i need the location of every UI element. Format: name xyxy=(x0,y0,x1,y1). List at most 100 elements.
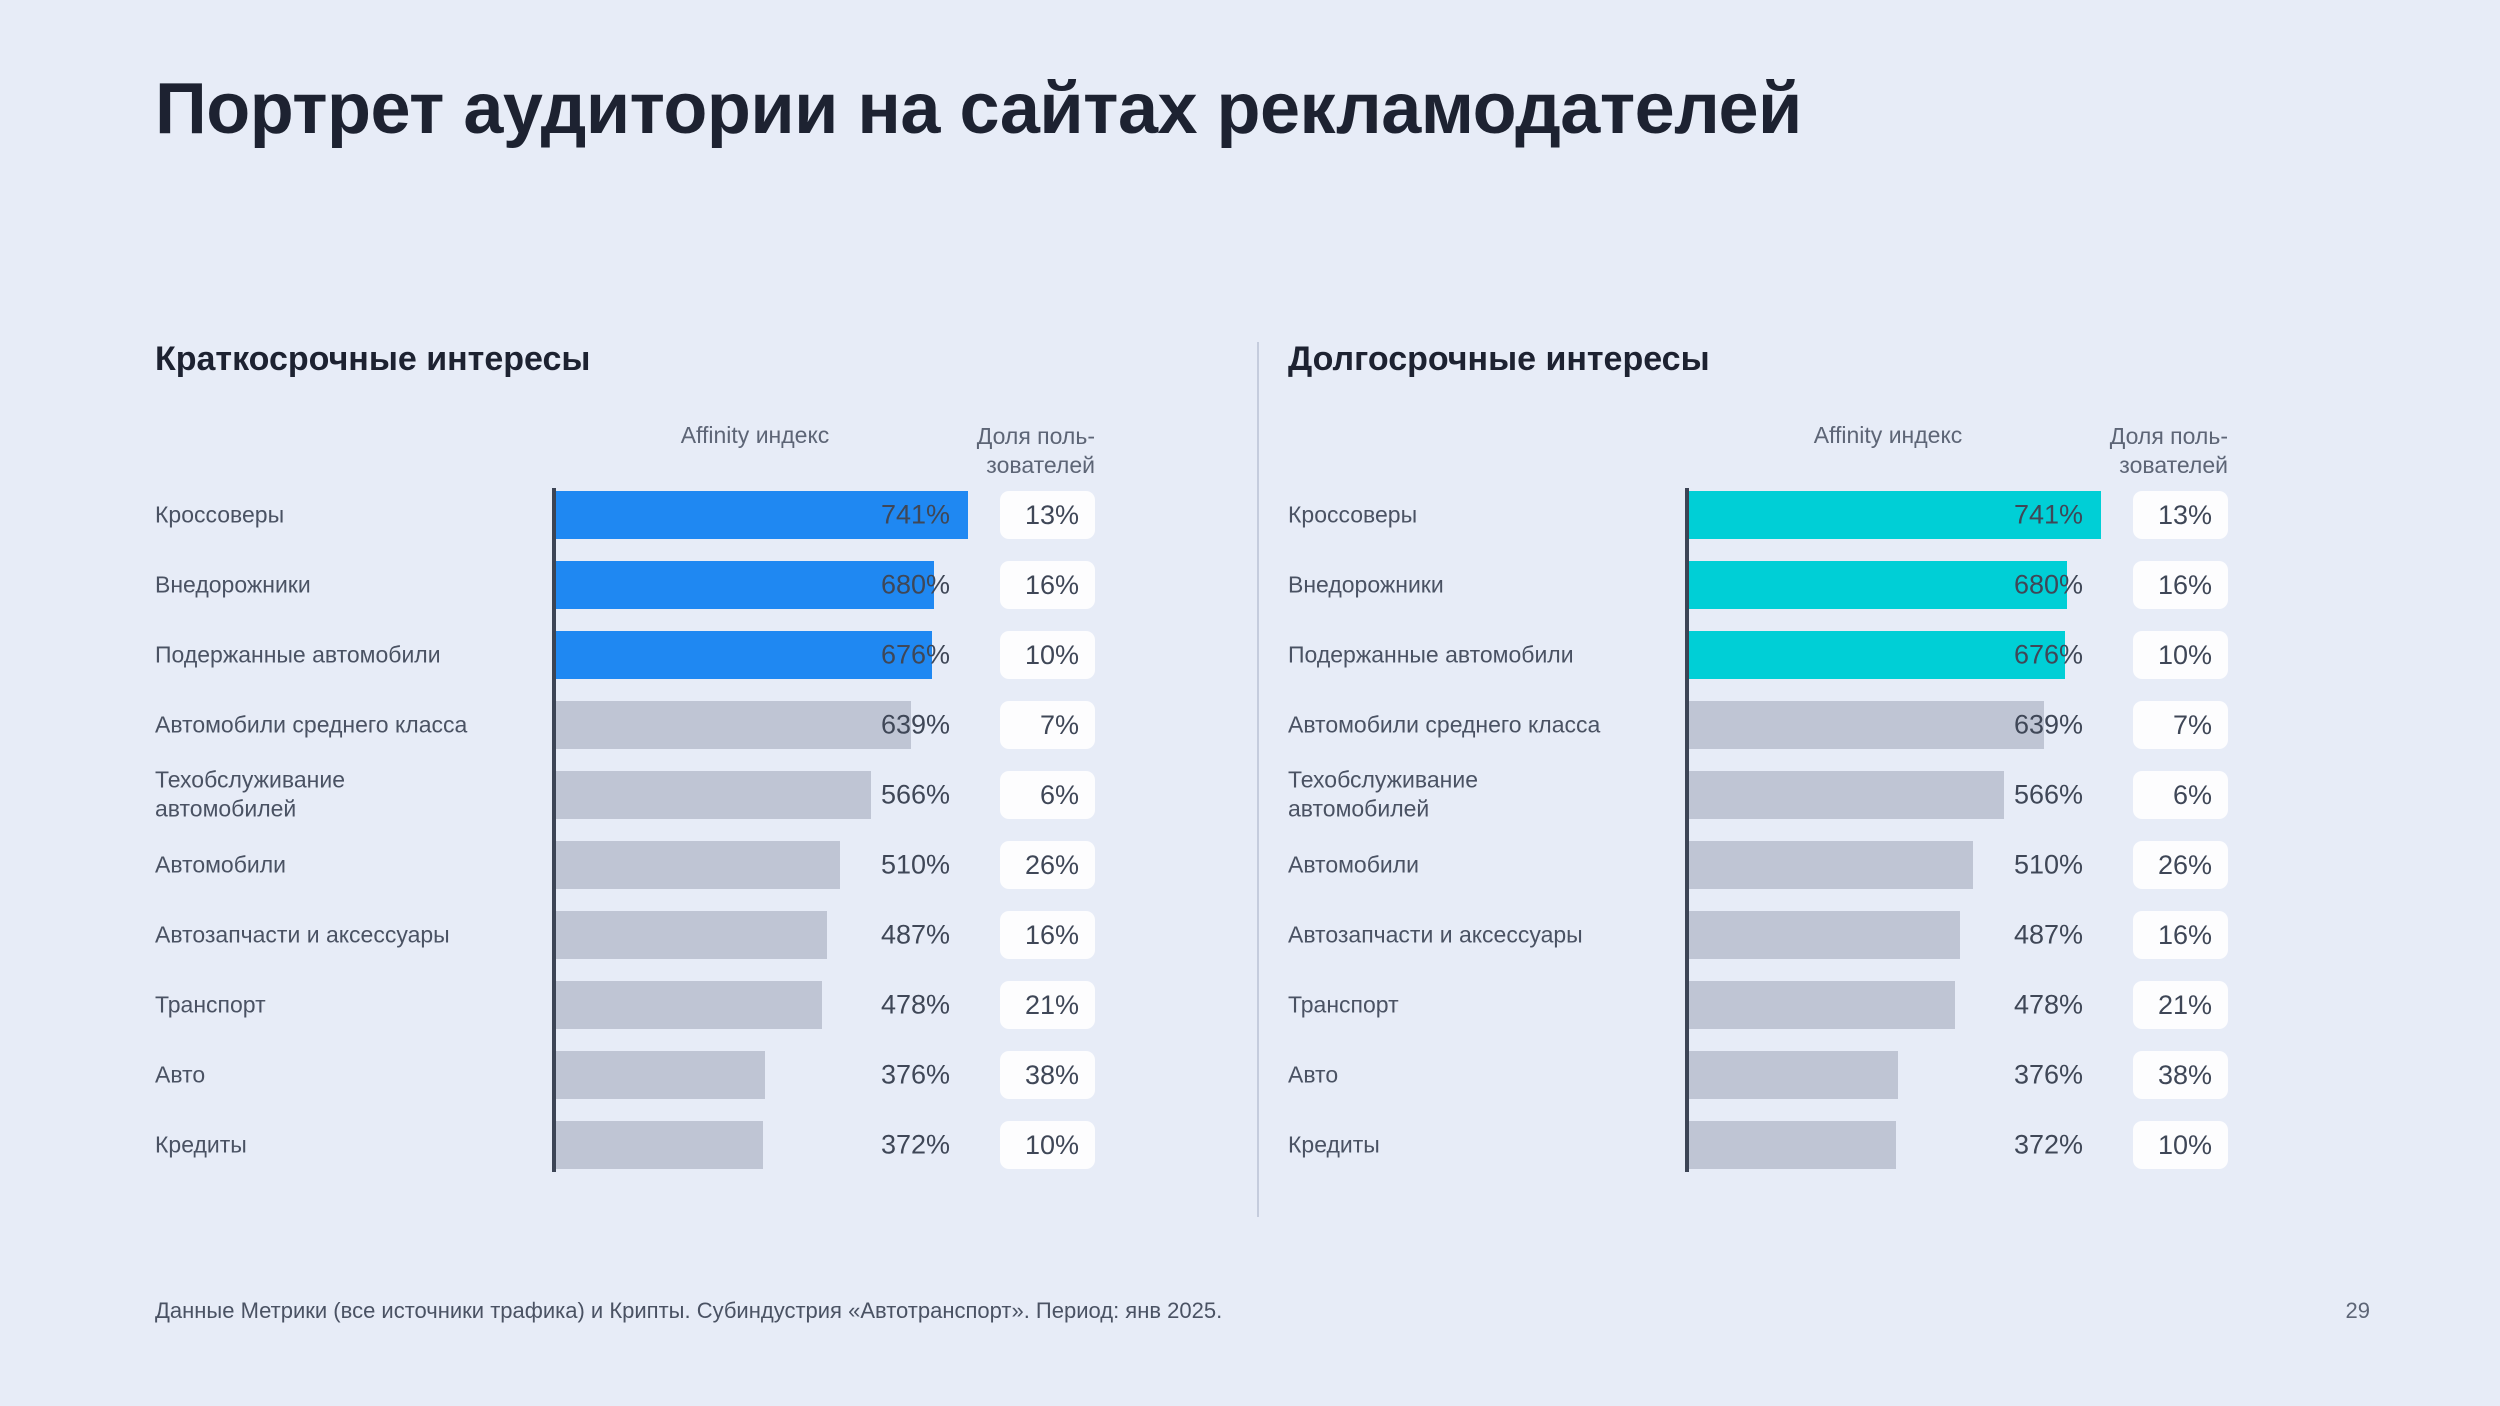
affinity-value: 676% xyxy=(2013,639,2083,670)
share-badge: 6% xyxy=(2133,771,2228,819)
share-badge: 26% xyxy=(2133,841,2228,889)
bar-row-label: Автозапчасти и аксессуары xyxy=(1288,921,1583,948)
affinity-value: 372% xyxy=(2013,1129,2083,1160)
bar-row: Кроссоверы 741% 13% xyxy=(1288,480,2388,550)
share-badge: 26% xyxy=(1000,841,1095,889)
bar-row-label: Техобслуживание автомобилей xyxy=(155,766,345,822)
bar xyxy=(1689,631,2065,679)
bar-row: Кроссоверы 741% 13% xyxy=(155,480,1255,550)
bar-row: Автозапчасти и аксессуары 487% 16% xyxy=(1288,900,2388,970)
charts-container: Краткосрочные интересы Affinity индекс Д… xyxy=(0,340,2500,1220)
bar-row-label: Подержанные автомобили xyxy=(1288,641,1574,668)
share-badge: 10% xyxy=(2133,631,2228,679)
chart-axis-segment xyxy=(1685,620,1689,690)
bar xyxy=(556,701,911,749)
page-number: 29 xyxy=(2345,1298,2370,1323)
affinity-value: 680% xyxy=(2013,569,2083,600)
bar-row: Транспорт 478% 21% xyxy=(155,970,1255,1040)
bar-row-label: Подержанные автомобили xyxy=(155,641,441,668)
bar xyxy=(556,981,822,1029)
bar xyxy=(1689,701,2044,749)
affinity-value: 376% xyxy=(2013,1059,2083,1090)
bar-row: Авто 376% 38% xyxy=(1288,1040,2388,1110)
bar xyxy=(1689,771,2004,819)
bar-row-label: Внедорожники xyxy=(155,571,311,598)
bar-row: Техобслуживание автомобилей 566% 6% xyxy=(155,760,1255,830)
bar xyxy=(1689,841,1973,889)
bar-row: Подержанные автомобили 676% 10% xyxy=(1288,620,2388,690)
bar-track xyxy=(556,491,968,539)
column-header-affinity-left: Affinity индекс xyxy=(680,422,830,448)
chart-axis-segment xyxy=(552,690,556,760)
bar-track xyxy=(556,561,934,609)
page-title: Портрет аудитории на сайтах рекламодател… xyxy=(155,69,1802,149)
bar-row-label: Транспорт xyxy=(155,991,266,1018)
bar-row: Кредиты 372% 10% xyxy=(1288,1110,2388,1180)
bar-row: Автомобили 510% 26% xyxy=(1288,830,2388,900)
bar-track xyxy=(556,701,911,749)
footnote: Данные Метрики (все источники трафика) и… xyxy=(155,1298,1223,1323)
bar xyxy=(556,841,840,889)
chart-axis-segment xyxy=(1685,550,1689,620)
panel-divider xyxy=(1257,342,1259,1217)
bar-track xyxy=(556,981,822,1029)
share-badge: 16% xyxy=(2133,561,2228,609)
share-badge: 21% xyxy=(2133,981,2228,1029)
bar-track xyxy=(1689,561,2067,609)
bar xyxy=(556,771,871,819)
affinity-value: 510% xyxy=(880,849,950,880)
bar-row: Кредиты 372% 10% xyxy=(155,1110,1255,1180)
bar-row: Техобслуживание автомобилей 566% 6% xyxy=(1288,760,2388,830)
chart-axis-segment xyxy=(552,830,556,900)
chart-axis-segment xyxy=(1685,830,1689,900)
share-badge: 6% xyxy=(1000,771,1095,819)
bar-rows-right: Кроссоверы 741% 13% Внедорожники 680% 16% Поде… xyxy=(1288,480,2388,1180)
chart-axis-segment xyxy=(1685,760,1689,830)
affinity-value: 639% xyxy=(880,709,950,740)
bar-track xyxy=(556,1051,765,1099)
chart-axis-segment xyxy=(1685,970,1689,1040)
share-badge: 16% xyxy=(1000,911,1095,959)
bar-row: Авто 376% 38% xyxy=(155,1040,1255,1110)
affinity-value: 676% xyxy=(880,639,950,670)
bar xyxy=(1689,1051,1898,1099)
chart-axis-segment xyxy=(552,760,556,830)
bar-rows-left: Кроссоверы 741% 13% Внедорожники 680% 16% Поде… xyxy=(155,480,1255,1180)
chart-axis-segment xyxy=(552,900,556,970)
affinity-value: 478% xyxy=(880,989,950,1020)
share-badge: 16% xyxy=(1000,561,1095,609)
panel-title-short-term: Краткосрочные интересы xyxy=(155,340,591,378)
affinity-value: 510% xyxy=(2013,849,2083,880)
bar-row-label: Авто xyxy=(155,1061,206,1088)
bar-track xyxy=(1689,911,1960,959)
bar-track xyxy=(1689,981,1955,1029)
bar-track xyxy=(556,631,932,679)
bar-track xyxy=(556,911,827,959)
bar-row-label: Автозапчасти и аксессуары xyxy=(155,921,450,948)
bar-row-label: Кредиты xyxy=(155,1131,247,1158)
bar-row-label: Авто xyxy=(1288,1061,1339,1088)
affinity-value: 566% xyxy=(880,779,950,810)
bar-row: Подержанные автомобили 676% 10% xyxy=(155,620,1255,690)
chart-axis-segment xyxy=(552,488,556,550)
chart-axis-segment xyxy=(1685,690,1689,760)
chart-axis-segment xyxy=(552,1110,556,1172)
share-badge: 16% xyxy=(2133,911,2228,959)
share-badge: 38% xyxy=(1000,1051,1095,1099)
bar-row-label: Автомобили xyxy=(1288,851,1420,878)
bar-track xyxy=(556,771,871,819)
share-badge: 21% xyxy=(1000,981,1095,1029)
affinity-value: 741% xyxy=(880,499,950,530)
chart-axis-segment xyxy=(1685,1040,1689,1110)
affinity-value: 741% xyxy=(2013,499,2083,530)
bar-row-label: Автомобили среднего класса xyxy=(1288,711,1601,738)
bar xyxy=(556,1051,765,1099)
bar-row-label: Кредиты xyxy=(1288,1131,1380,1158)
affinity-value: 566% xyxy=(2013,779,2083,810)
affinity-value: 372% xyxy=(880,1129,950,1160)
affinity-value: 639% xyxy=(2013,709,2083,740)
bar xyxy=(1689,1121,1896,1169)
bar-row: Автомобили 510% 26% xyxy=(155,830,1255,900)
bar-row: Автомобили среднего класса 639% 7% xyxy=(155,690,1255,760)
bar-track xyxy=(556,841,840,889)
